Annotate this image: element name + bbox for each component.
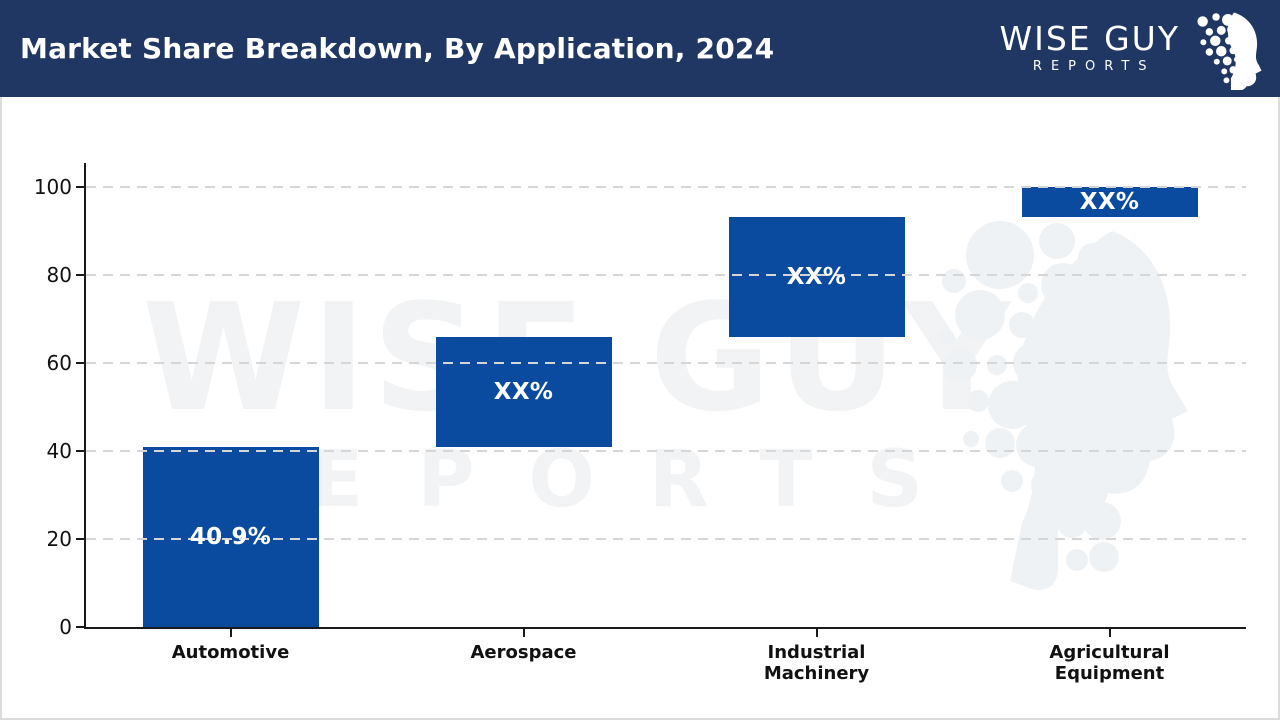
page-title: Market Share Breakdown, By Application, …: [20, 32, 775, 65]
logo-subtitle: REPORTS: [1032, 59, 1156, 74]
watermark-face-icon: [938, 221, 1188, 591]
header-bar: Market Share Breakdown, By Application, …: [0, 0, 1280, 97]
logo-wordmark: WISE GUY: [999, 19, 1180, 58]
wise-guy-reports-logo: WISE GUY REPORTS: [999, 8, 1268, 90]
dotted-face-icon: [1197, 11, 1262, 90]
logo-text: WISE GUY REPORTS: [999, 22, 1180, 75]
